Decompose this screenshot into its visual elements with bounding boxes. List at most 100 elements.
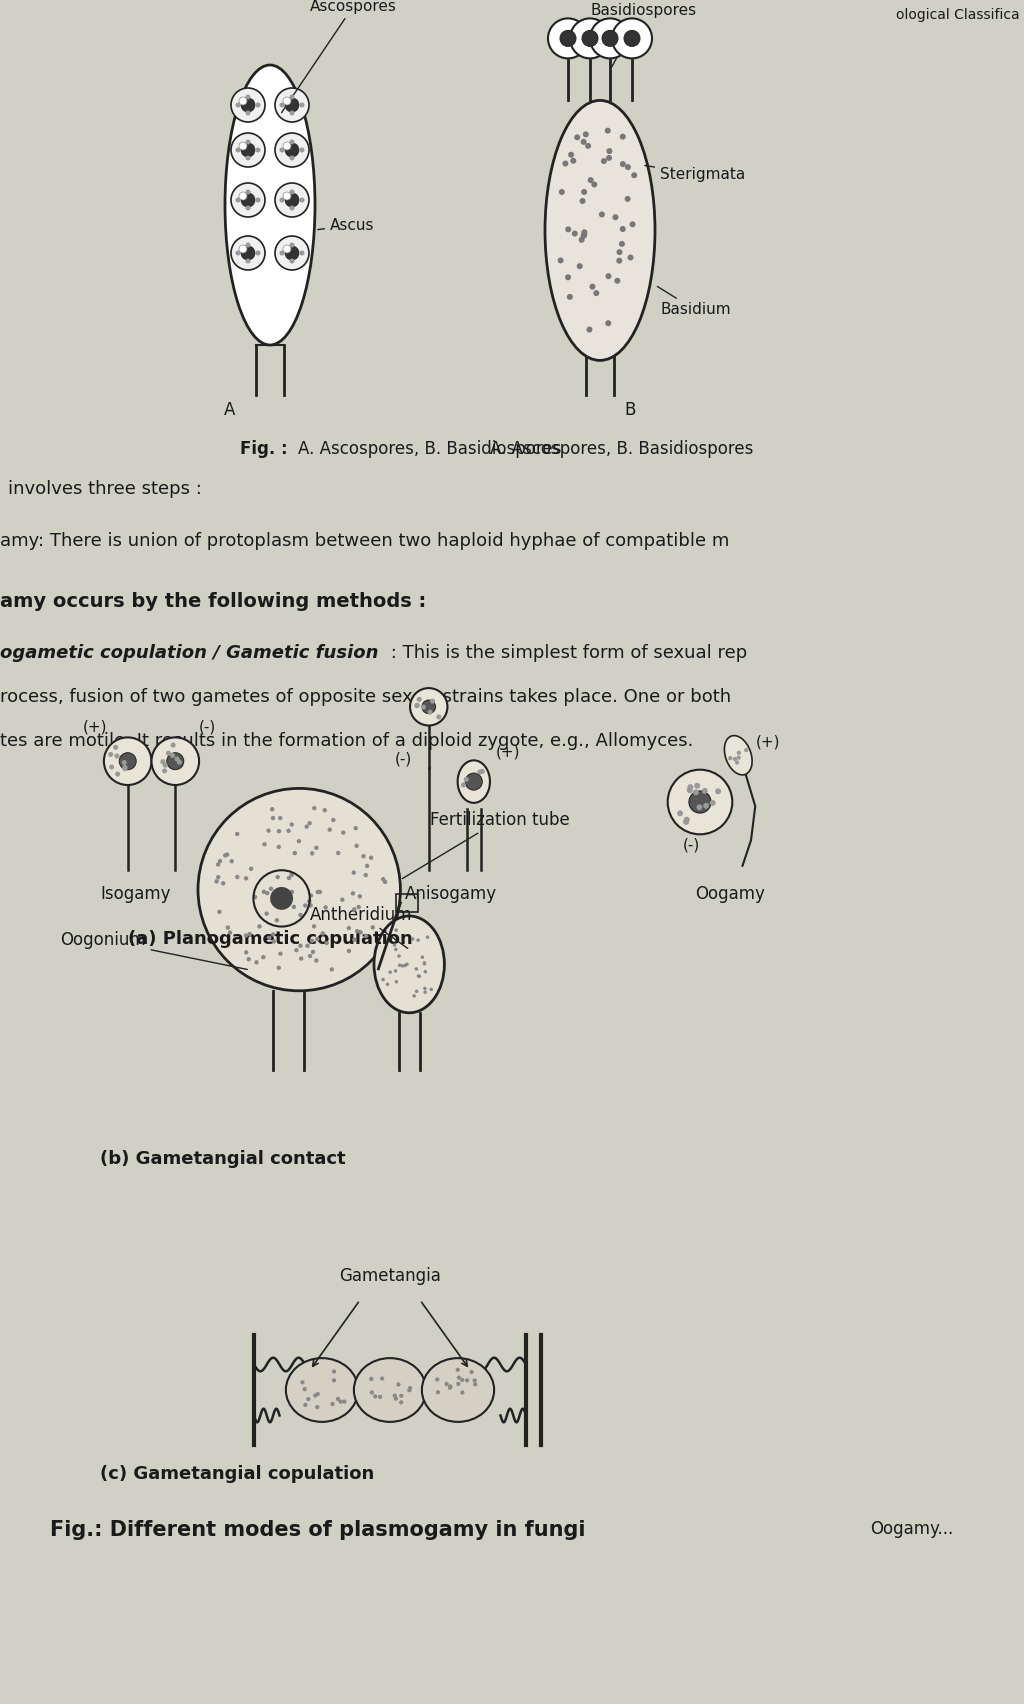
Circle shape [480,769,485,774]
Circle shape [591,181,597,187]
Circle shape [444,1382,449,1385]
Circle shape [364,934,369,939]
Circle shape [417,697,422,702]
Circle shape [324,905,328,910]
Circle shape [246,111,251,116]
Circle shape [275,89,309,123]
Circle shape [399,1394,403,1397]
Circle shape [331,818,336,823]
Circle shape [310,850,314,855]
Circle shape [246,94,251,99]
Circle shape [373,1394,377,1399]
Circle shape [413,993,416,997]
Ellipse shape [286,1358,358,1421]
Circle shape [236,250,241,256]
Circle shape [293,850,297,855]
Text: Ascus: Ascus [317,218,375,232]
Circle shape [231,89,265,123]
Text: Fertilization tube: Fertilization tube [402,811,569,879]
Circle shape [279,951,283,956]
Circle shape [290,189,295,194]
Circle shape [393,944,396,947]
Text: ological Classifica: ological Classifica [896,9,1020,22]
Circle shape [383,879,387,884]
Circle shape [223,854,227,857]
Text: Basidiospores: Basidiospores [590,2,696,68]
Circle shape [246,140,251,145]
Circle shape [268,886,273,891]
Circle shape [631,172,637,179]
Circle shape [256,102,260,107]
Circle shape [352,907,356,912]
Circle shape [562,160,568,167]
Circle shape [397,963,401,966]
Circle shape [558,257,563,264]
Circle shape [225,925,230,930]
Circle shape [285,193,299,206]
Circle shape [630,222,636,227]
Circle shape [297,838,301,843]
Circle shape [353,826,358,830]
Circle shape [280,198,285,203]
Circle shape [302,1387,307,1390]
Circle shape [166,751,171,757]
Circle shape [744,748,749,751]
Circle shape [331,1402,335,1406]
Circle shape [571,230,578,237]
Circle shape [246,206,251,211]
Circle shape [103,738,152,786]
Circle shape [267,935,271,941]
Text: amy occurs by the following methods :: amy occurs by the following methods : [0,591,426,612]
Circle shape [214,879,219,884]
Circle shape [264,912,269,915]
Circle shape [298,913,303,917]
Circle shape [581,233,587,239]
Circle shape [616,249,623,256]
Circle shape [270,808,274,811]
Circle shape [394,1397,398,1401]
Circle shape [239,245,247,252]
Circle shape [177,760,182,765]
Circle shape [285,245,299,261]
Circle shape [415,702,420,707]
Circle shape [280,148,285,152]
Text: Anisogamy: Anisogamy [406,884,497,903]
Circle shape [605,320,611,325]
Circle shape [248,932,252,935]
Circle shape [415,968,418,971]
Circle shape [246,155,251,160]
Circle shape [290,872,294,878]
Circle shape [465,1379,469,1382]
Circle shape [270,888,293,910]
Circle shape [275,133,309,167]
Circle shape [381,978,385,982]
Circle shape [430,699,435,704]
Circle shape [283,245,291,252]
Circle shape [299,198,304,203]
Circle shape [606,148,612,153]
Circle shape [582,189,587,194]
Circle shape [628,254,634,261]
Circle shape [447,1385,453,1390]
Circle shape [380,1377,384,1380]
Circle shape [421,704,426,709]
Circle shape [332,1379,336,1382]
Circle shape [109,751,114,757]
Circle shape [236,148,241,152]
Circle shape [262,842,266,847]
Circle shape [285,99,299,112]
Text: amy: There is union of protoplasm between two haploid hyphae of compatible m: amy: There is union of protoplasm betwee… [0,532,729,550]
Circle shape [354,843,358,849]
Circle shape [703,803,709,809]
Circle shape [423,963,426,966]
Circle shape [567,293,572,300]
Text: B: B [625,400,636,419]
Circle shape [283,97,291,106]
Circle shape [253,895,257,900]
Circle shape [270,816,275,820]
Circle shape [152,738,199,786]
Circle shape [548,19,588,58]
Circle shape [590,19,630,58]
Circle shape [585,143,591,148]
Circle shape [355,929,359,934]
